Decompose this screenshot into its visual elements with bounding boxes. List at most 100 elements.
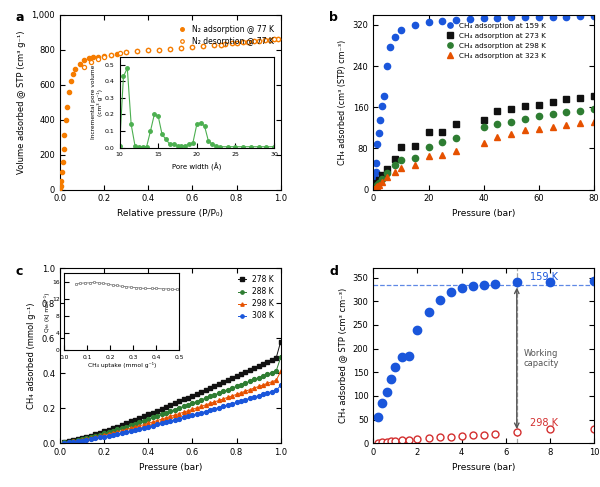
308 K	[202, 409, 209, 414]
278 K	[70, 437, 77, 443]
N₂ desorption @ 77 K	[107, 52, 115, 58]
N₂ desorption @ 77 K	[251, 38, 258, 44]
CH₄ adsorption at 298 K	[411, 155, 418, 161]
CH₄ adsorption at 298 K	[373, 184, 380, 190]
278 K	[176, 398, 183, 404]
308 K	[238, 398, 245, 404]
Line: N₂ adsorption @ 77 K: N₂ adsorption @ 77 K	[58, 37, 281, 190]
298 K	[167, 413, 174, 419]
308 K	[83, 437, 90, 443]
298 K	[145, 420, 152, 426]
Line: 288 K: 288 K	[62, 356, 283, 445]
N₂ adsorption @ 77 K	[72, 66, 79, 72]
278 K	[229, 375, 236, 381]
278 K	[65, 438, 73, 444]
288 K	[189, 400, 196, 406]
N₂ desorption @ 77 K	[200, 43, 207, 49]
CH₄ adsorption at 273 K	[508, 106, 515, 112]
298 K	[215, 397, 223, 403]
Line: CH₄ adsorption at 273 K: CH₄ adsorption at 273 K	[370, 93, 597, 192]
278 K	[101, 429, 108, 434]
CH₄ adsorption at 273 K	[549, 99, 556, 105]
N₂ desorption @ 77 K	[189, 44, 196, 50]
288 K	[171, 407, 178, 412]
308 K	[74, 438, 81, 444]
CH₄ adsorption at 323 K	[397, 165, 404, 171]
CH₄ adsorption at 323 K	[494, 134, 501, 140]
Text: 298 K: 298 K	[530, 418, 558, 428]
298 K	[87, 435, 94, 441]
CH₄ adsorption at 323 K	[563, 122, 570, 128]
CH₄ adsorption at 273 K	[577, 95, 584, 101]
298 K	[154, 418, 161, 424]
CH₄ adsorption at 159 K	[392, 34, 399, 40]
278 K	[255, 363, 262, 369]
CH₄ adsorption at 159 K	[386, 43, 394, 49]
CH₄ adsorption at 298 K	[508, 119, 515, 125]
Text: c: c	[16, 265, 23, 278]
CH₄ adsorption at 323 K	[549, 124, 556, 130]
CH₄ adsorption at 159 K	[370, 184, 377, 190]
CH₄ adsorption at 273 K	[373, 183, 380, 188]
CH₄ adsorption at 298 K	[494, 121, 501, 127]
308 K	[140, 425, 148, 431]
298 K	[105, 431, 112, 437]
CH₄ adsorption at 273 K	[452, 121, 460, 127]
308 K	[105, 433, 112, 439]
298 K	[131, 424, 139, 430]
278 K	[131, 417, 139, 423]
X-axis label: Pressure (bar): Pressure (bar)	[452, 463, 515, 471]
CH₄ adsorption at 159 K	[494, 15, 501, 20]
288 K	[242, 380, 249, 386]
288 K	[79, 436, 86, 442]
278 K	[96, 430, 103, 436]
308 K	[122, 429, 130, 435]
308 K	[92, 435, 99, 441]
CH₄ adsorption at 159 K	[373, 160, 380, 166]
CH₄ adsorption at 159 K	[377, 117, 384, 123]
N₂ adsorption @ 77 K	[233, 39, 240, 45]
288 K	[184, 402, 191, 408]
298 K	[180, 409, 187, 415]
298 K	[96, 433, 103, 439]
288 K	[131, 421, 139, 427]
CH₄ adsorption at 159 K	[466, 16, 473, 21]
278 K	[87, 433, 94, 439]
278 K	[136, 415, 143, 421]
N₂ desorption @ 77 K	[229, 40, 236, 46]
288 K	[83, 435, 90, 441]
278 K	[264, 359, 271, 365]
N₂ adsorption @ 77 K	[63, 104, 70, 110]
CH₄ adsorption at 298 K	[535, 113, 542, 119]
298 K	[229, 393, 236, 399]
N₂ adsorption @ 77 K	[200, 43, 207, 49]
278 K	[246, 367, 253, 373]
CH₄ adsorption at 159 K	[535, 14, 542, 19]
Text: a: a	[16, 11, 25, 24]
298 K	[202, 402, 209, 408]
N₂ adsorption @ 77 K	[114, 51, 121, 57]
308 K	[65, 439, 73, 445]
Y-axis label: CH₄ adsorbed @ STP (cm³ cm⁻³): CH₄ adsorbed @ STP (cm³ cm⁻³)	[338, 288, 347, 423]
308 K	[180, 414, 187, 420]
N₂ adsorption @ 77 K	[70, 71, 77, 77]
298 K	[127, 425, 134, 431]
298 K	[118, 428, 125, 433]
298 K	[184, 408, 191, 414]
308 K	[272, 388, 280, 393]
308 K	[87, 436, 94, 442]
CH₄ adsorption at 298 K	[392, 163, 399, 169]
278 K	[61, 439, 68, 445]
288 K	[193, 399, 200, 405]
278 K	[224, 377, 232, 383]
308 K	[114, 431, 121, 437]
N₂ desorption @ 77 K	[275, 36, 282, 42]
308 K	[259, 392, 266, 397]
298 K	[259, 382, 266, 388]
288 K	[264, 371, 271, 377]
278 K	[149, 410, 156, 415]
288 K	[255, 375, 262, 381]
N₂ adsorption @ 77 K	[57, 183, 64, 189]
CH₄ adsorption at 298 K	[383, 170, 391, 176]
CH₄ adsorption at 159 K	[375, 130, 382, 136]
